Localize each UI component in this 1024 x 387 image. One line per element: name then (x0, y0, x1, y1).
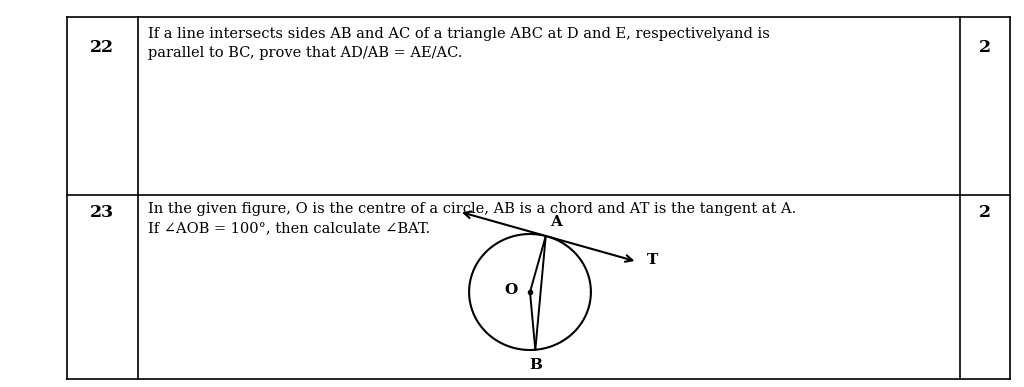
Text: 2: 2 (979, 39, 991, 56)
Text: 22: 22 (90, 39, 114, 56)
Text: O: O (505, 283, 518, 297)
Text: B: B (528, 358, 542, 372)
Text: parallel to BC, prove that AD/AB = AE/AC.: parallel to BC, prove that AD/AB = AE/AC… (148, 46, 463, 60)
Text: If a line intersects sides AB and AC of a triangle ABC at D and E, respectivelya: If a line intersects sides AB and AC of … (148, 27, 770, 41)
Text: If ∠AOB = 100°, then calculate ∠BAT.: If ∠AOB = 100°, then calculate ∠BAT. (148, 221, 430, 235)
Text: 2: 2 (979, 204, 991, 221)
Text: In the given figure, O is the centre of a circle, AB is a chord and AT is the ta: In the given figure, O is the centre of … (148, 202, 797, 216)
Text: 23: 23 (90, 204, 114, 221)
Text: T: T (647, 253, 658, 267)
Text: A: A (550, 215, 561, 229)
